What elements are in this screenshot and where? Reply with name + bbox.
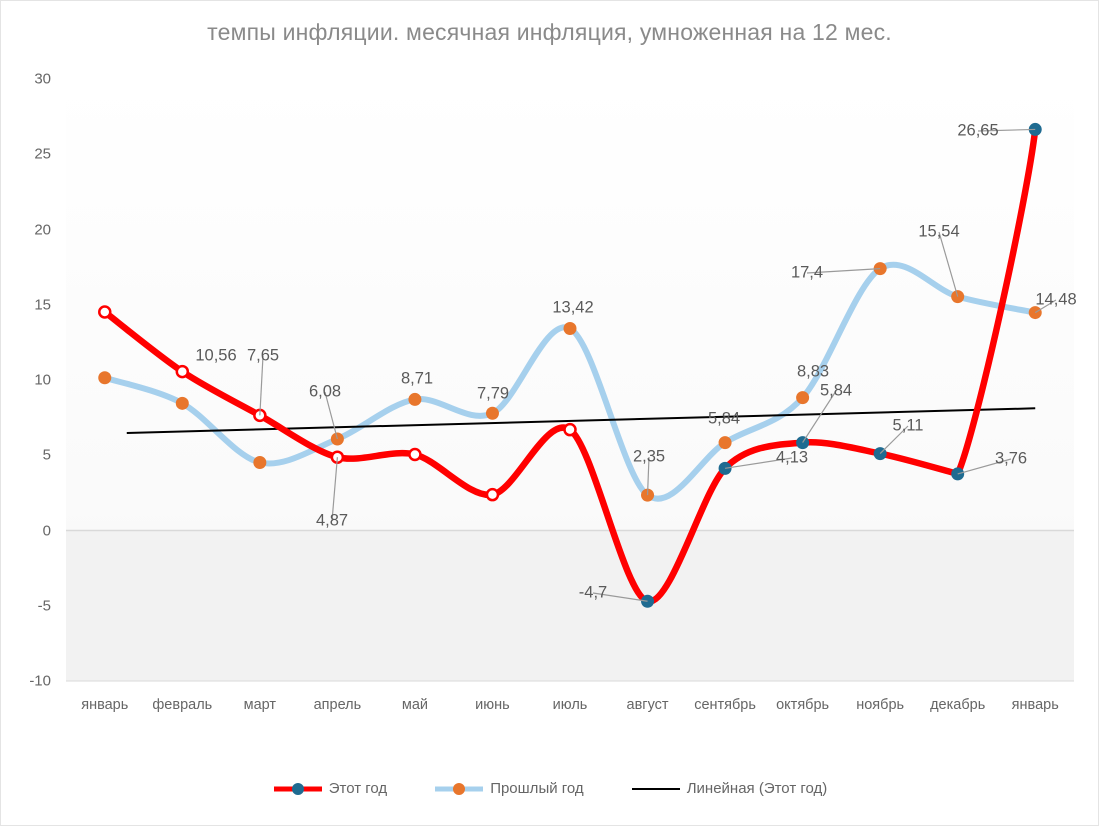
legend-swatch-icon-2: [631, 787, 680, 790]
label-leader-1: [259, 355, 264, 416]
chart-title: темпы инфляции. месячная инфляция, умнож…: [207, 19, 892, 45]
data-label-4: 8,71: [400, 369, 434, 388]
series-line-this-year: [101, 126, 1039, 605]
marker-this-year-0[interactable]: [98, 305, 112, 319]
marker-prev-year-2[interactable]: [253, 455, 267, 469]
x-tick-label-11: декабрь: [930, 697, 986, 713]
legend-item-1[interactable]: Прошлый год: [433, 780, 584, 797]
marker-this-year-6[interactable]: [563, 422, 577, 437]
label-leader-15: [938, 231, 959, 297]
label-leader-12: [802, 390, 837, 443]
data-label-2: 6,08: [308, 382, 342, 401]
label-leader-3: [331, 457, 338, 522]
label-leader-14: [879, 425, 909, 455]
data-label-9: 5,84: [707, 409, 741, 428]
legend-swatch-icon-0: [273, 782, 322, 795]
x-tick-label-3: апрель: [313, 697, 362, 713]
data-label-13: 17,4: [790, 263, 824, 282]
x-tick-label-10: ноябрь: [856, 697, 905, 713]
y-tick-label-5: 5: [42, 446, 51, 464]
x-tick-label-6: июль: [552, 697, 588, 713]
legend-item-0[interactable]: Этот год: [272, 780, 387, 797]
x-tick-label-9: октябрь: [776, 697, 830, 713]
x-tick-label-12: январь: [1011, 697, 1059, 713]
y-tick-label-8: -10: [29, 672, 51, 690]
legend-swatch-icon-1: [435, 782, 484, 795]
x-tick-label-4: май: [401, 697, 428, 713]
x-tick-label-5: июнь: [475, 697, 510, 713]
y-tick-label-7: -5: [37, 597, 51, 615]
marker-prev-year-9[interactable]: [796, 391, 810, 405]
y-tick-label-0: 30: [34, 70, 51, 88]
x-tick-label-2: март: [243, 697, 277, 713]
legend-label-0: Этот год: [328, 780, 388, 797]
data-label-11: 8,83: [796, 362, 830, 381]
x-tick-label-7: август: [626, 697, 669, 713]
label-leader-13: [806, 268, 881, 274]
y-tick-label-4: 10: [34, 371, 51, 389]
label-leader-17: [977, 128, 1036, 132]
y-tick-label-2: 20: [34, 221, 51, 238]
legend-label-2: Линейная (Этот год): [686, 780, 828, 797]
data-label-3: 4,87: [315, 511, 349, 530]
legend-label-1: Прошлый год: [490, 780, 584, 797]
data-label-1: 7,65: [246, 346, 280, 365]
label-leader-10: [724, 457, 793, 469]
x-tick-label-0: январь: [81, 697, 129, 713]
data-label-0: 10,56: [195, 346, 237, 365]
label-leader-2: [324, 391, 338, 440]
marker-prev-year-5[interactable]: [485, 406, 499, 420]
plot-negative-band: [66, 530, 1074, 681]
marker-prev-year-1[interactable]: [175, 396, 189, 410]
chart-legend: Этот год Прошлый год Линейная (Этот год): [1, 780, 1098, 797]
x-tick-label-8: сентябрь: [694, 697, 756, 713]
data-label-14: 5,11: [892, 416, 924, 435]
legend-item-2[interactable]: Линейная (Этот год): [630, 780, 828, 797]
y-tick-label-1: 25: [34, 145, 51, 163]
y-tick-label-3: 15: [34, 296, 51, 314]
label-leader-7: [592, 592, 648, 602]
data-label-15: 15,54: [918, 222, 960, 241]
marker-this-year-12[interactable]: [1028, 122, 1042, 136]
y-tick-label-6: 0: [42, 522, 51, 539]
data-label-6: 13,42: [552, 298, 594, 317]
marker-prev-year-6[interactable]: [563, 322, 577, 336]
marker-prev-year-4[interactable]: [408, 392, 422, 406]
x-tick-label-1: февраль: [152, 697, 213, 713]
marker-this-year-5[interactable]: [485, 487, 500, 502]
data-label-7: -4,7: [578, 583, 608, 602]
marker-this-year-4[interactable]: [408, 447, 422, 462]
label-leader-18: [1034, 299, 1057, 314]
data-label-16: 3,76: [994, 449, 1028, 468]
data-label-18: 14,48: [1035, 290, 1077, 309]
label-leader-8: [646, 456, 650, 496]
data-label-12: 5,84: [819, 381, 853, 400]
marker-prev-year-0[interactable]: [98, 371, 112, 385]
data-label-8: 2,35: [632, 447, 666, 466]
marker-this-year-1[interactable]: [175, 364, 190, 379]
label-leader-16: [957, 458, 1012, 475]
marker-prev-year-8[interactable]: [718, 436, 732, 450]
data-label-5: 7,79: [476, 384, 510, 403]
data-label-17: 26,65: [957, 121, 999, 140]
data-label-10: 4,13: [775, 448, 809, 467]
